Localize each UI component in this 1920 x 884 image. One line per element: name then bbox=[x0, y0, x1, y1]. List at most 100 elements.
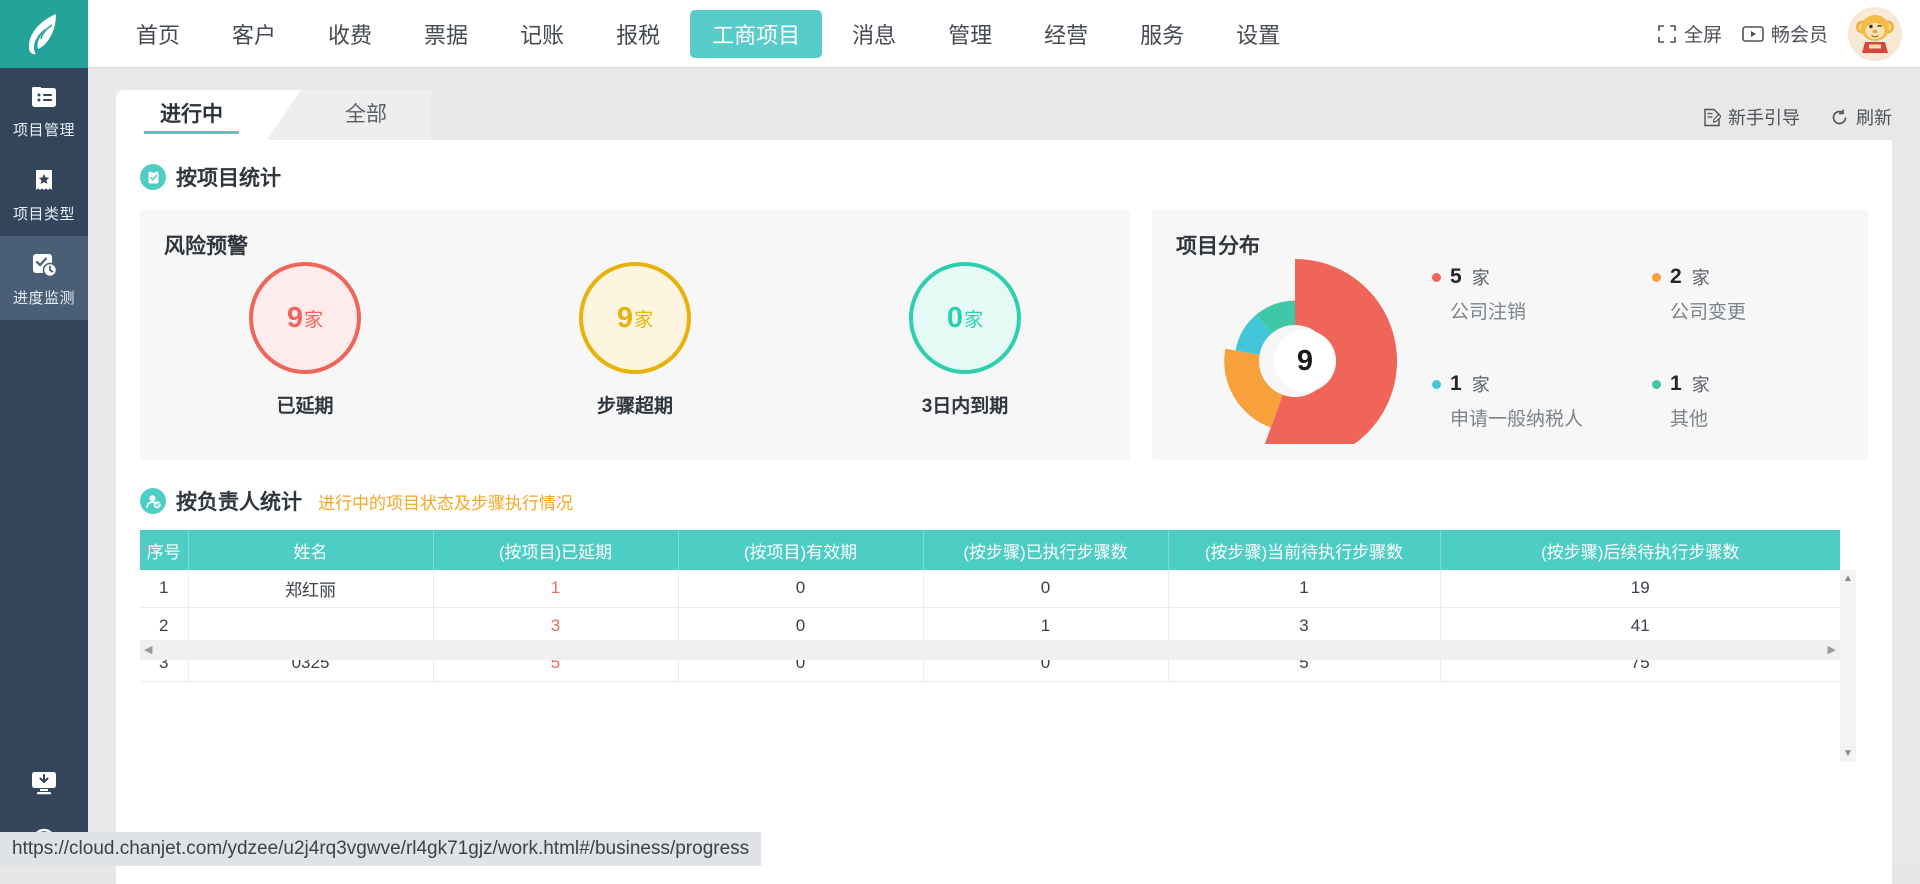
legend-value: 1 bbox=[1670, 372, 1682, 396]
table-col-header-1: 姓名 bbox=[188, 530, 433, 570]
legend-unit: 家 bbox=[1472, 264, 1490, 290]
fullscreen-button[interactable]: 全屏 bbox=[1657, 20, 1722, 47]
main-nav: 首页客户收费票据记账报税工商项目消息管理经营服务设置 bbox=[110, 10, 1306, 58]
scroll-left-arrow[interactable]: ◀ bbox=[144, 643, 152, 656]
risk-circle-unit: 家 bbox=[304, 305, 323, 332]
sidebar-download-button[interactable] bbox=[0, 754, 88, 810]
nav-item-10[interactable]: 服务 bbox=[1118, 10, 1206, 58]
table-vertical-scrollbar[interactable]: ▲ ▼ bbox=[1840, 570, 1856, 762]
risk-circle-unit: 家 bbox=[634, 305, 653, 332]
table-col-header-4: (按步骤)已执行步骤数 bbox=[923, 530, 1168, 570]
risk-circle-caption: 已延期 bbox=[276, 391, 333, 418]
risk-circle-value: 9 bbox=[287, 302, 303, 335]
tab-in-progress[interactable]: 进行中 bbox=[116, 90, 267, 140]
nav-item-1[interactable]: 客户 bbox=[210, 10, 298, 58]
beginner-guide-button[interactable]: 新手引导 bbox=[1703, 104, 1800, 130]
owner-stats-subtitle: 进行中的项目状态及步骤执行情况 bbox=[318, 489, 573, 514]
nav-item-3[interactable]: 票据 bbox=[402, 10, 490, 58]
nav-item-5[interactable]: 报税 bbox=[594, 10, 682, 58]
table-cell-0-2: 1 bbox=[433, 570, 678, 607]
legend-dot-icon bbox=[1652, 273, 1661, 282]
sidebar-item-0[interactable]: 项目管理 bbox=[0, 68, 88, 152]
folder-list-icon bbox=[29, 82, 59, 112]
fullscreen-icon bbox=[1657, 24, 1677, 44]
sidebar-item-1[interactable]: 项目类型 bbox=[0, 152, 88, 236]
member-button[interactable]: 畅会员 bbox=[1742, 20, 1828, 47]
risk-circle-caption: 3日内到期 bbox=[922, 391, 1009, 418]
table-col-header-0: 序号 bbox=[140, 530, 188, 570]
risk-circle-value: 0 bbox=[947, 302, 963, 335]
table-cell-0-0: 1 bbox=[140, 570, 188, 607]
browser-status-bar: https://cloud.chanjet.com/ydzee/u2j4rq3v… bbox=[0, 832, 761, 866]
nav-item-11[interactable]: 设置 bbox=[1214, 10, 1302, 58]
top-right-actions: 全屏 畅会员 bbox=[1657, 7, 1920, 61]
left-sidebar: 项目管理项目类型进度监测 bbox=[0, 68, 88, 866]
table-cell-0-6: 19 bbox=[1440, 570, 1840, 607]
sidebar-item-2[interactable]: 进度监测 bbox=[0, 236, 88, 320]
legend-unit: 家 bbox=[1692, 371, 1710, 397]
clock-check-icon bbox=[29, 250, 59, 280]
star-ticket-icon bbox=[29, 166, 59, 196]
nav-item-7[interactable]: 消息 bbox=[830, 10, 918, 58]
sidebar-item-label: 项目类型 bbox=[13, 203, 75, 224]
table-cell-1-0: 2 bbox=[140, 607, 188, 644]
member-label: 畅会员 bbox=[1771, 20, 1828, 47]
legend-value: 5 bbox=[1450, 265, 1462, 289]
scroll-up-arrow[interactable]: ▲ bbox=[1843, 573, 1853, 584]
nav-item-8[interactable]: 管理 bbox=[926, 10, 1014, 58]
legend-label: 公司注销 bbox=[1450, 297, 1652, 324]
tab-skew-divider bbox=[267, 90, 301, 140]
tab-all[interactable]: 全部 bbox=[301, 90, 431, 140]
download-monitor-icon bbox=[29, 768, 59, 798]
nav-item-0[interactable]: 首页 bbox=[114, 10, 202, 58]
tab-bar: 进行中 全部 新手引导 刷新 bbox=[116, 90, 1892, 140]
refresh-icon bbox=[1830, 108, 1849, 127]
refresh-button[interactable]: 刷新 bbox=[1830, 104, 1892, 130]
app-logo[interactable] bbox=[0, 0, 88, 68]
donut-center-total: 9 bbox=[1274, 330, 1336, 392]
table-col-header-3: (按项目)有效期 bbox=[678, 530, 923, 570]
scroll-right-arrow[interactable]: ▶ bbox=[1828, 643, 1836, 656]
table-header-row: 序号姓名(按项目)已延期(按项目)有效期(按步骤)已执行步骤数(按步骤)当前待执… bbox=[140, 530, 1840, 570]
table-cell-1-6: 41 bbox=[1440, 607, 1840, 644]
nav-item-9[interactable]: 经营 bbox=[1022, 10, 1110, 58]
table-cell-0-5: 1 bbox=[1168, 570, 1440, 607]
legend-value: 1 bbox=[1450, 372, 1462, 396]
table-cell-0-3: 0 bbox=[678, 570, 923, 607]
legend-label: 申请一般纳税人 bbox=[1450, 404, 1652, 431]
tab-in-progress-label: 进行中 bbox=[160, 103, 223, 126]
table-cell-0-4: 0 bbox=[923, 570, 1168, 607]
legend-unit: 家 bbox=[1472, 371, 1490, 397]
legend-dot-icon bbox=[1432, 380, 1441, 389]
nav-item-2[interactable]: 收费 bbox=[306, 10, 394, 58]
avatar[interactable] bbox=[1848, 7, 1902, 61]
table-cell-1-3: 0 bbox=[678, 607, 923, 644]
legend-dot-icon bbox=[1652, 380, 1661, 389]
nav-item-4[interactable]: 记账 bbox=[498, 10, 586, 58]
guide-doc-icon bbox=[1703, 108, 1721, 127]
donut-chart: 9 bbox=[1152, 254, 1432, 444]
owner-table-wrapper: 序号姓名(按项目)已延期(按项目)有效期(按步骤)已执行步骤数(按步骤)当前待执… bbox=[140, 530, 1840, 682]
nav-item-6[interactable]: 工商项目 bbox=[690, 10, 822, 58]
sidebar-item-label: 进度监测 bbox=[13, 287, 75, 308]
table-horizontal-scrollbar[interactable]: ◀ ▶ bbox=[140, 640, 1840, 660]
project-stats-title: 按项目统计 bbox=[176, 162, 281, 192]
status-url: https://cloud.chanjet.com/ydzee/u2j4rq3v… bbox=[12, 838, 749, 860]
table-col-header-5: (按步骤)当前待执行步骤数 bbox=[1168, 530, 1440, 570]
scroll-down-arrow[interactable]: ▼ bbox=[1843, 748, 1853, 759]
tab-actions: 新手引导 刷新 bbox=[1703, 104, 1892, 140]
monkey-avatar-icon bbox=[1852, 11, 1898, 57]
